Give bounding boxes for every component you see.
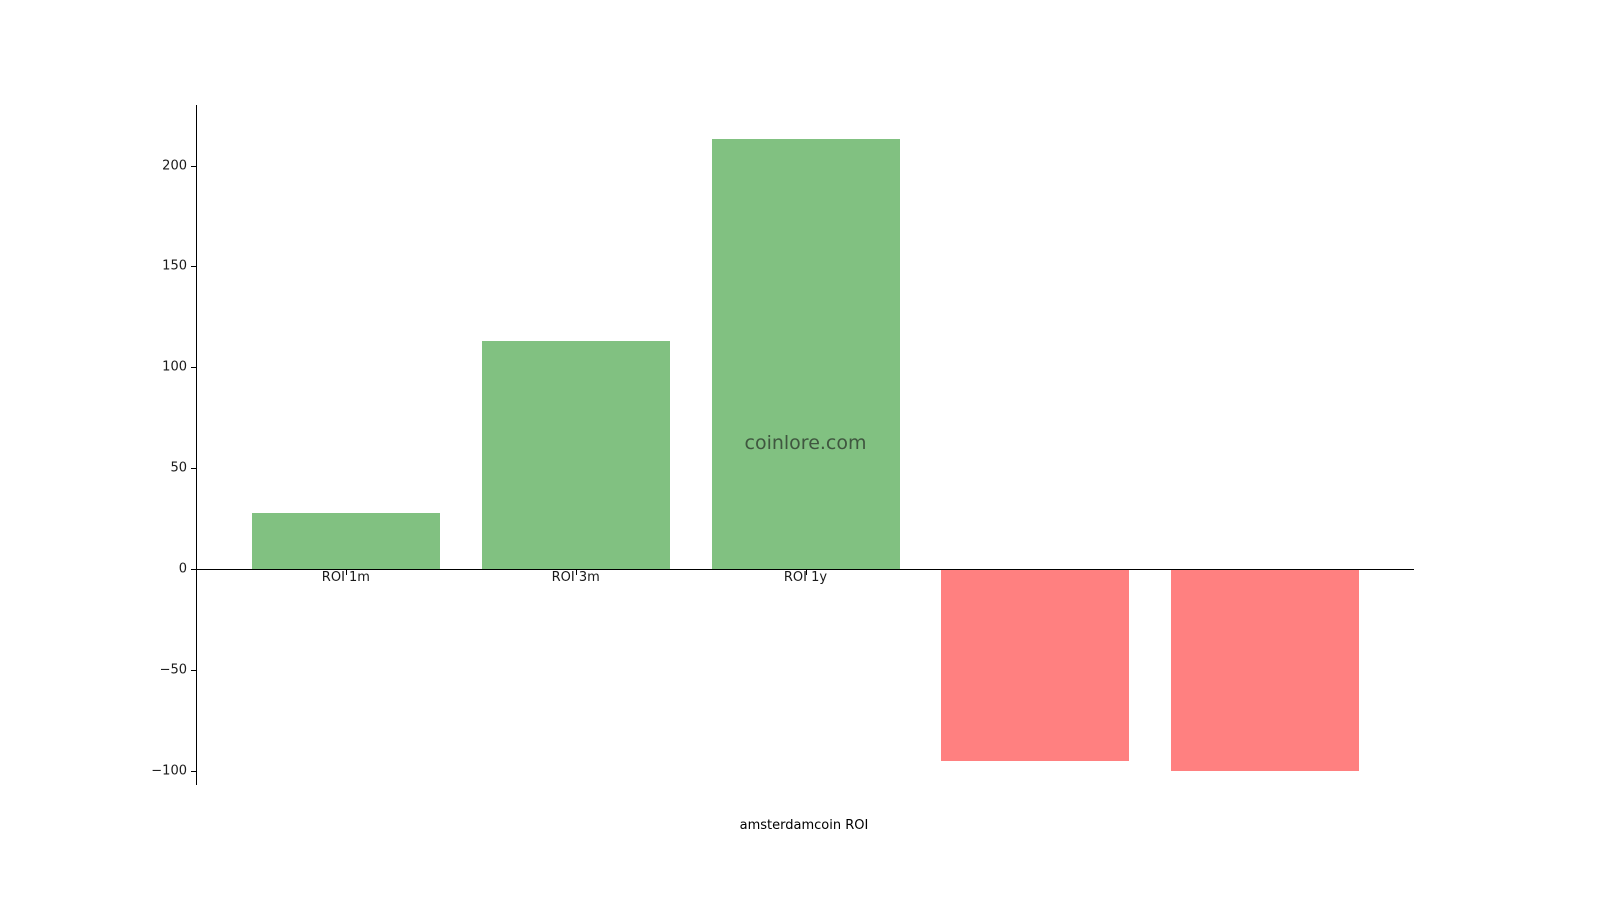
y-tick-mark	[191, 669, 196, 671]
y-tick-label: 0	[178, 561, 187, 577]
y-tick-label: −100	[151, 763, 187, 779]
x-axis-zero-line	[197, 569, 1414, 571]
y-tick-label: 200	[162, 158, 187, 174]
chart-bar-negative-3	[941, 570, 1130, 761]
plot-area: 200 150 100 50 0 −50 −100 ROI 1m ROI 3m ROI 1y co…	[151, 105, 1414, 785]
y-tick-mark	[191, 367, 196, 369]
chart-bar-roi-1y	[711, 139, 900, 570]
y-tick-mark	[191, 569, 196, 571]
chart-bar-roi-3m	[481, 341, 670, 570]
y-tick-label: −50	[159, 662, 187, 678]
chart-xlabel: amsterdamcoin ROI	[739, 818, 869, 833]
y-tick-mark	[191, 165, 196, 167]
y-tick-label: 50	[170, 460, 187, 476]
x-tick-mark	[575, 569, 577, 576]
x-tick-label: ROI 1m	[321, 570, 370, 586]
chart-bar-roi-1m	[251, 512, 440, 570]
x-tick-label: ROI 1y	[783, 570, 828, 586]
x-tick-mark	[805, 569, 807, 576]
y-tick-label: 100	[162, 359, 187, 375]
y-tick-mark	[191, 266, 196, 268]
x-tick-mark	[345, 569, 347, 576]
y-tick-label: 150	[162, 258, 187, 274]
x-tick-label: ROI 3m	[551, 570, 600, 586]
y-tick-mark	[191, 770, 196, 772]
watermark-text: coinlore.com	[744, 431, 867, 454]
y-tick-mark	[191, 468, 196, 470]
chart-bar-negative-4	[1171, 570, 1360, 771]
